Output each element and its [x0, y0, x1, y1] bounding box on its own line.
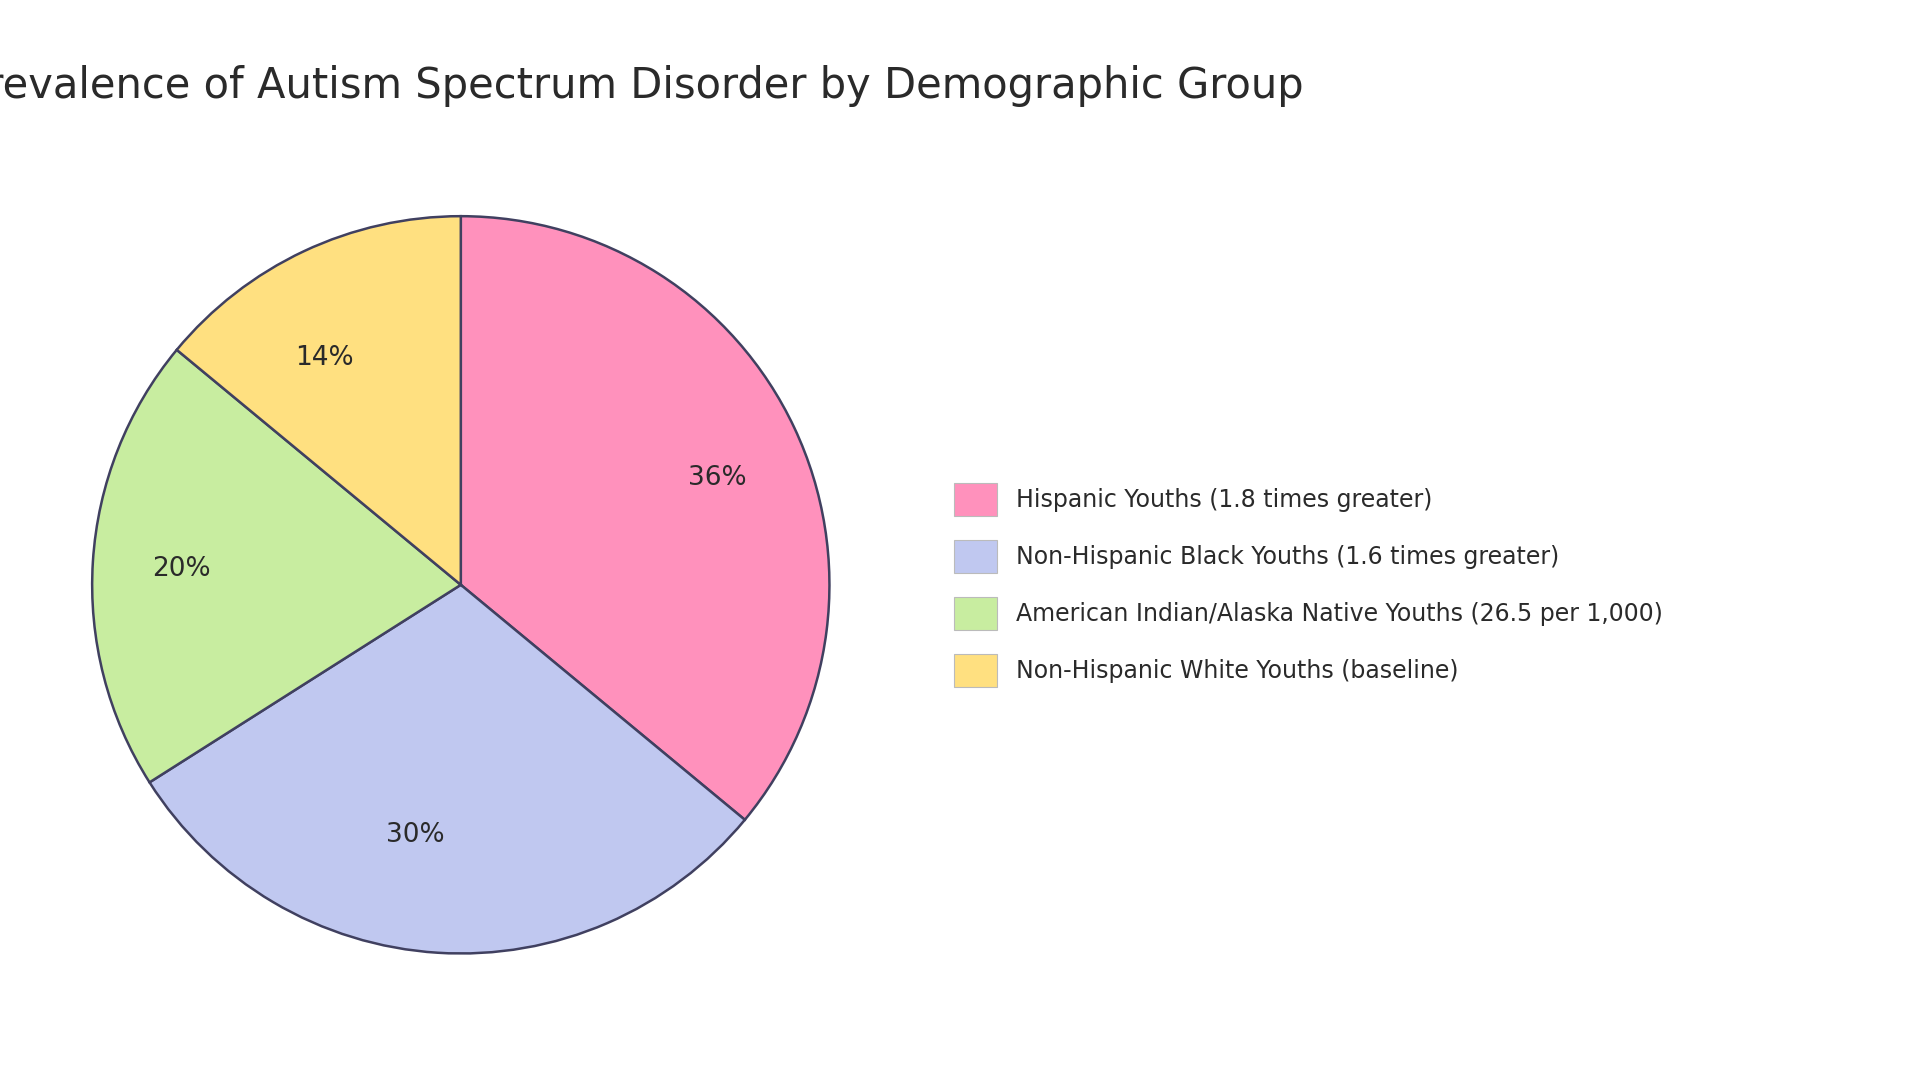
Legend: Hispanic Youths (1.8 times greater), Non-Hispanic Black Youths (1.6 times greate: Hispanic Youths (1.8 times greater), Non… [943, 471, 1674, 699]
Text: Prevalence of Autism Spectrum Disorder by Demographic Group: Prevalence of Autism Spectrum Disorder b… [0, 65, 1304, 107]
Text: 20%: 20% [152, 556, 211, 582]
Wedge shape [177, 217, 461, 585]
Wedge shape [461, 217, 829, 820]
Text: 14%: 14% [296, 345, 353, 371]
Text: 36%: 36% [687, 465, 747, 491]
Wedge shape [150, 585, 745, 953]
Wedge shape [92, 350, 461, 782]
Text: 30%: 30% [386, 822, 445, 848]
